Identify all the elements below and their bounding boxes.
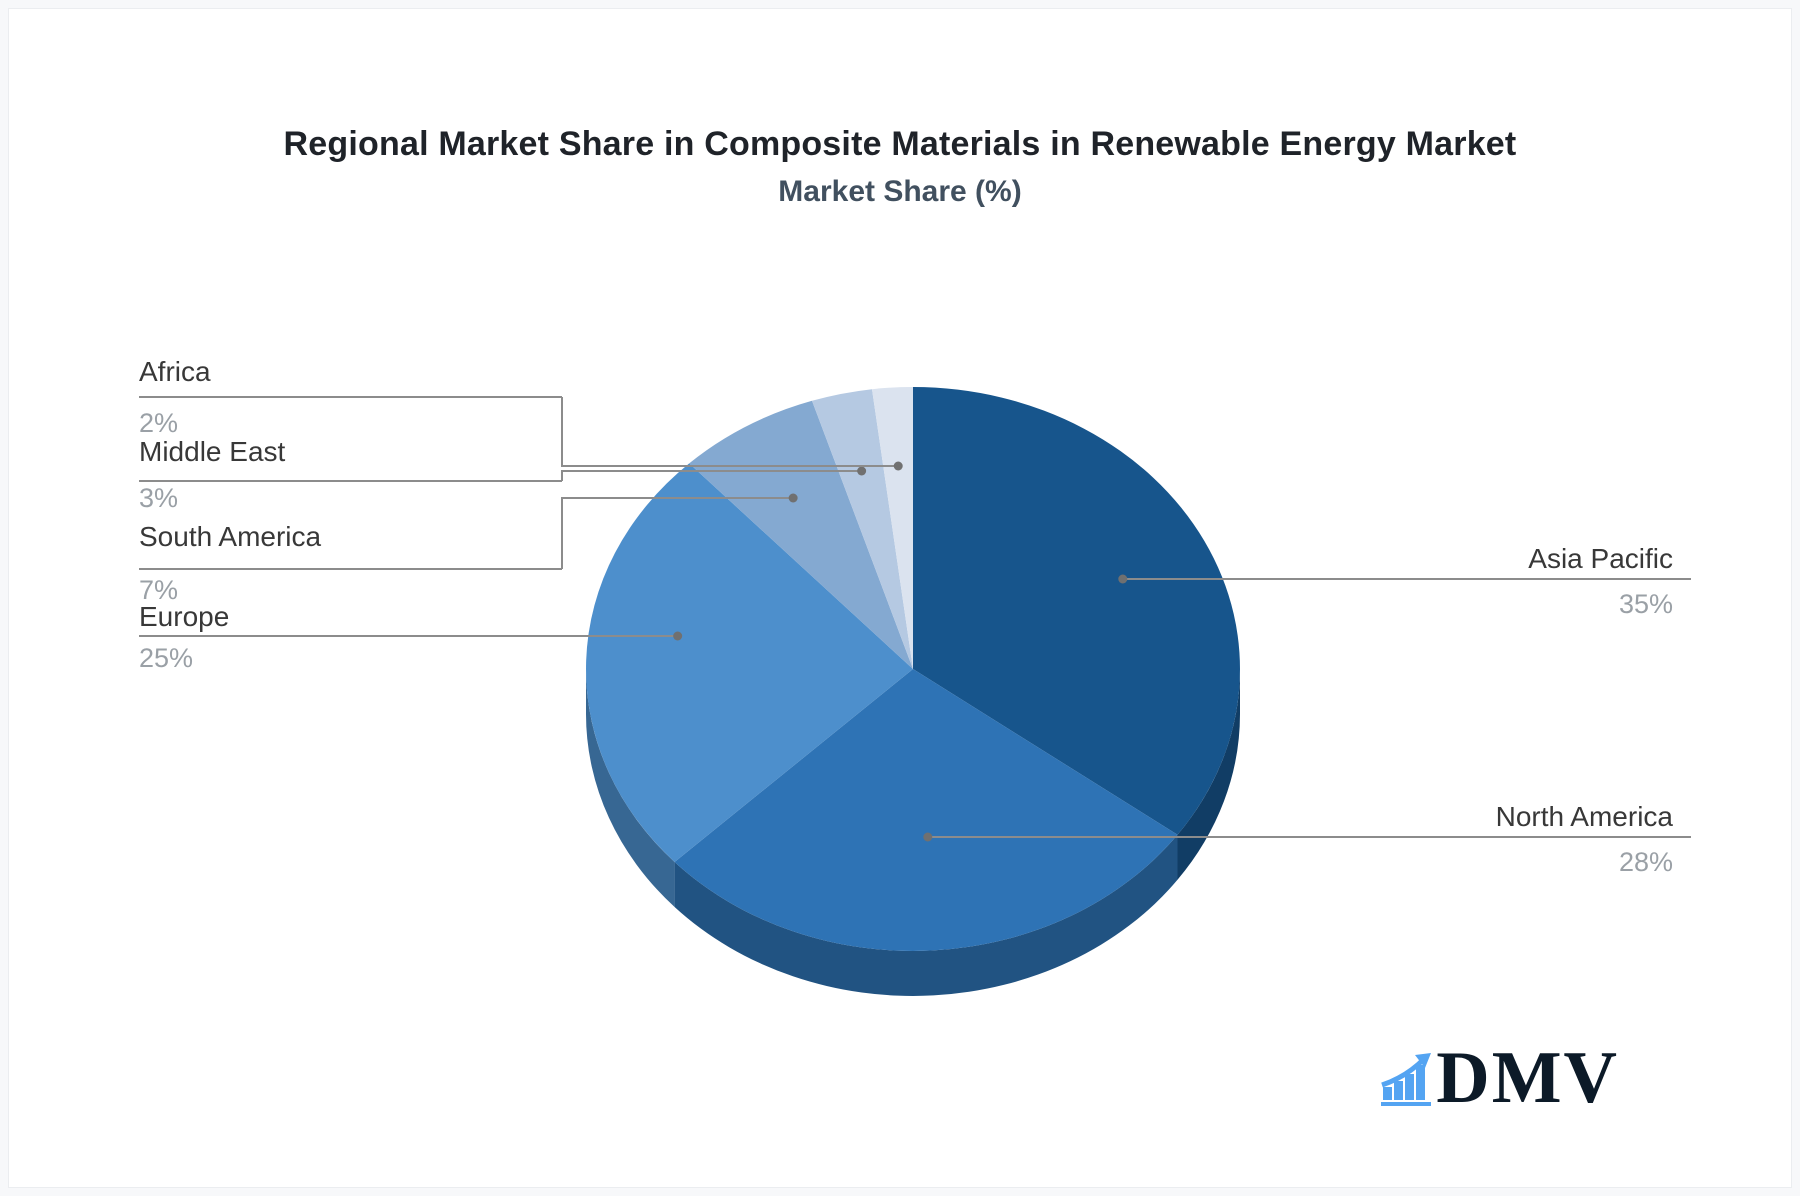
slice-label-asia-pacific: Asia Pacific <box>1528 543 1673 574</box>
pie-slice-south-america[interactable] <box>689 400 913 669</box>
pie-slice-middle-east[interactable] <box>812 389 913 669</box>
leader-dot-asia-pacific <box>1118 574 1128 584</box>
slice-label-north-america: North America <box>1495 801 1673 832</box>
leader-line-middle-east <box>561 470 862 481</box>
pie-chart-canvas <box>139 386 1691 996</box>
slice-label-middle-east: Middle East <box>139 436 286 467</box>
pie-depth-asia-pacific <box>1177 669 1240 880</box>
leader-dot-europe <box>673 631 683 641</box>
brand-logo-text: DMV <box>1436 1037 1619 1119</box>
slice-label-europe: Europe <box>139 601 230 632</box>
chart-card: Regional Market Share in Composite Mater… <box>8 8 1792 1188</box>
leader-line-africa <box>561 397 899 467</box>
pie-depth-europe <box>586 669 675 907</box>
brand-logo: DMV <box>1380 1037 1619 1119</box>
leader-line-south-america <box>561 497 794 569</box>
slice-value-europe: 25% <box>139 643 194 673</box>
pie-slice-europe[interactable] <box>586 463 913 862</box>
slice-value-south-america: 7% <box>139 575 179 605</box>
pie-slice-asia-pacific[interactable] <box>913 387 1240 835</box>
pie-slice-africa[interactable] <box>872 386 913 669</box>
chart-title: Regional Market Share in Composite Mater… <box>283 125 1517 163</box>
bar-chart-growth-arrow-icon <box>1381 1053 1432 1106</box>
slice-value-north-america: 28% <box>1618 847 1673 877</box>
leader-dot-africa <box>893 461 903 471</box>
leader-dot-north-america <box>923 832 933 842</box>
slice-value-asia-pacific: 35% <box>1618 589 1673 619</box>
slice-label-south-america: South America <box>139 521 322 552</box>
chart-subtitle: Market Share (%) <box>778 175 1022 208</box>
pie-depth-north-america <box>674 834 1178 996</box>
leader-dot-south-america <box>788 493 798 503</box>
slice-value-africa: 2% <box>139 408 179 438</box>
leader-dot-middle-east <box>857 466 867 476</box>
slice-value-middle-east: 3% <box>139 483 179 513</box>
slice-label-africa: Africa <box>139 356 211 387</box>
pie-slice-north-america[interactable] <box>674 669 1178 951</box>
